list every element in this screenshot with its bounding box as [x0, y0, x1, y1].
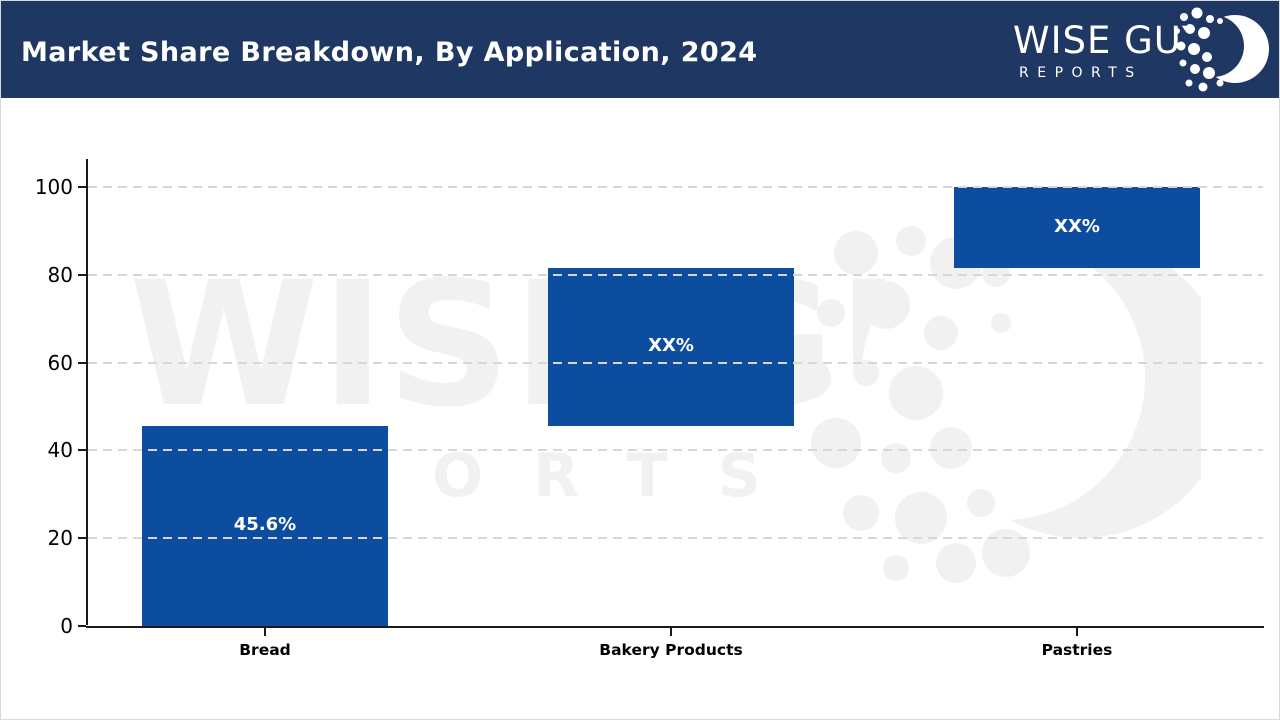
y-tick-label: 100	[34, 175, 73, 199]
y-tick-mark	[78, 361, 86, 364]
bar-value-label: 45.6%	[233, 513, 297, 535]
y-tick-label: 20	[47, 526, 73, 551]
x-category-label: Bread	[239, 641, 291, 659]
y-tick-label: 80	[47, 262, 73, 287]
x-category-label: Pastries	[1041, 641, 1113, 659]
logo-wordmark: WISE GUY	[1013, 19, 1205, 62]
chart-title: Market Share Breakdown, By Application, …	[21, 37, 758, 68]
y-tick-label: 60	[47, 350, 73, 375]
bar-bread	[142, 425, 388, 626]
gridline-80	[88, 273, 1263, 276]
x-tick-mark	[1076, 628, 1078, 636]
y-tick-mark	[78, 449, 86, 452]
y-tick-mark	[78, 186, 86, 188]
y-axis-line	[86, 159, 88, 625]
y-tick-mark	[78, 537, 86, 540]
gridline-20	[88, 537, 1263, 540]
x-tick-mark	[670, 628, 672, 636]
bar-bakery-products	[548, 268, 794, 426]
logo-head-dots-icon	[1174, 7, 1269, 92]
logo-subtext: REPORTS	[1019, 65, 1143, 81]
y-tick-mark	[78, 625, 86, 627]
x-category-label: Bakery Products	[599, 641, 743, 659]
x-tick-mark	[264, 628, 266, 636]
watermark-head-dots-icon	[791, 226, 1201, 583]
y-tick-label: 0	[60, 614, 73, 638]
bar-value-label: XX%	[1054, 215, 1100, 237]
wise-guy-reports-logo: WISE GUY REPORTS	[1013, 7, 1269, 92]
chart-plot-area: 45.6% XX% XX% 0 20 40 60 80 100 Bread Bakery Prod…	[1, 98, 1279, 719]
x-axis-line	[86, 626, 1264, 628]
bar-value-label: XX%	[648, 335, 694, 356]
gridline-60	[88, 361, 1263, 364]
y-tick-mark	[78, 273, 86, 276]
bar-pastries	[954, 187, 1200, 269]
gridline-40	[88, 449, 1263, 452]
gridline-100	[88, 186, 1263, 188]
y-tick-label: 40	[47, 438, 73, 463]
header-bar: Market Share Breakdown, By Application, …	[1, 1, 1279, 98]
